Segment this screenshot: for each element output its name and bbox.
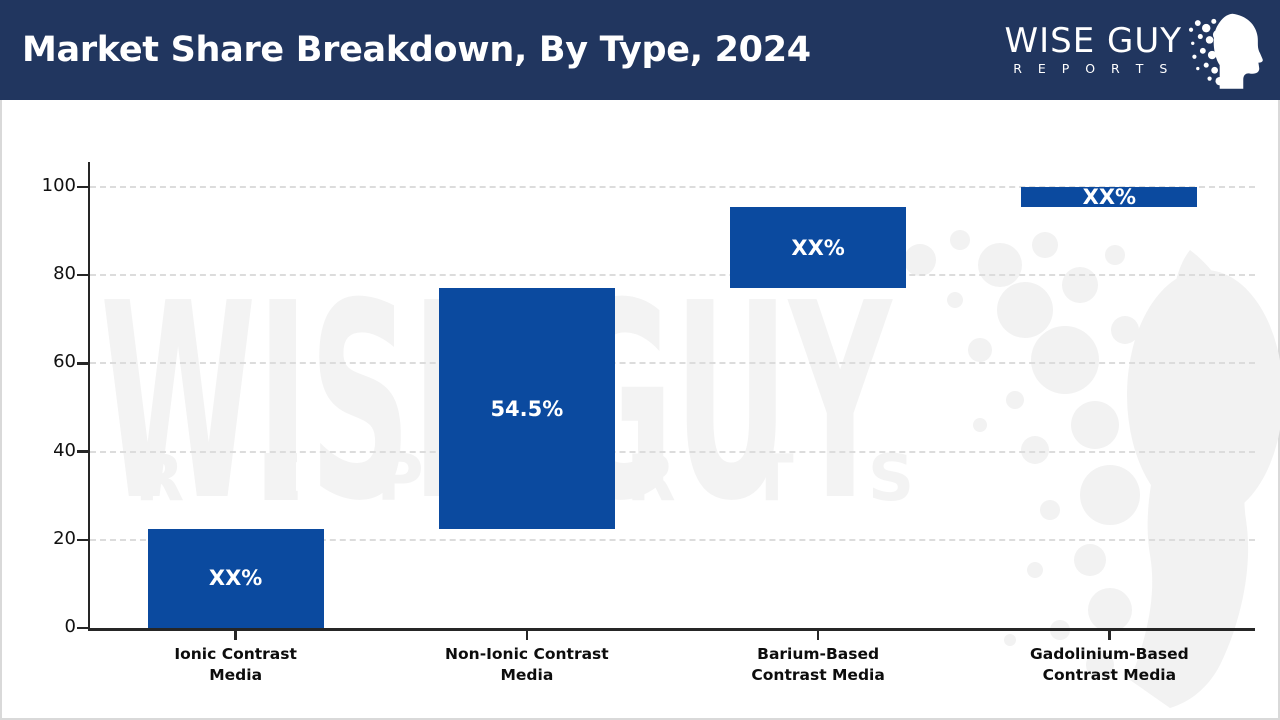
gridline: [90, 274, 1255, 277]
xtick-mark: [525, 630, 529, 640]
xaxis-category-label: Gadolinium-Based Contrast Media: [1030, 645, 1189, 685]
header: Market Share Breakdown, By Type, 2024 WI…: [0, 0, 1280, 100]
xaxis-category-label: Ionic Contrast Media: [174, 645, 297, 685]
watermark-face-icon: [904, 230, 1280, 708]
xaxis-category-label: Barium-Based Contrast Media: [751, 645, 885, 685]
y-axis-line: [87, 162, 90, 631]
logo-wordmark: WISE GUY: [1004, 21, 1182, 61]
bar: XX%: [1021, 187, 1198, 207]
ytick-label: 100: [41, 175, 76, 196]
logo-text: WISE GUY R E P O R T S: [1004, 24, 1182, 76]
bar: 54.5%: [438, 288, 615, 529]
gridline: [90, 538, 1255, 541]
ytick-mark: [77, 185, 88, 189]
bar: XX%: [147, 528, 324, 628]
bar: XX%: [730, 206, 907, 289]
ytick-label: 0: [64, 616, 76, 637]
gridline: [90, 362, 1255, 365]
xaxis-category-label: Non-Ionic Contrast Media: [445, 645, 609, 685]
bar-label: XX%: [208, 566, 263, 591]
ytick-mark: [77, 626, 88, 630]
gridline: [90, 186, 1255, 188]
wiseguy-logo: WISE GUY R E P O R T S: [1004, 8, 1266, 92]
bar-label: XX%: [791, 235, 845, 260]
xtick-mark: [816, 630, 820, 640]
chart-title: Market Share Breakdown, By Type, 2024: [22, 30, 811, 70]
x-axis-line: [87, 628, 1255, 631]
wiseguy-face-icon: [1188, 13, 1263, 89]
bar-label: XX%: [1082, 187, 1137, 207]
logo-subtext: R E P O R T S: [1013, 61, 1174, 76]
ytick-label: 80: [53, 263, 76, 285]
ytick-label: 60: [53, 351, 76, 373]
ytick-mark: [77, 362, 88, 365]
ytick-label: 40: [53, 439, 76, 461]
ytick-mark: [77, 538, 88, 542]
xtick-mark: [234, 630, 237, 640]
xtick-mark: [1108, 630, 1111, 640]
gridline: [90, 450, 1255, 453]
bar-label: 54.5%: [490, 396, 564, 421]
ytick-label: 20: [53, 527, 76, 549]
ytick-mark: [77, 273, 88, 277]
ytick-mark: [77, 450, 88, 453]
